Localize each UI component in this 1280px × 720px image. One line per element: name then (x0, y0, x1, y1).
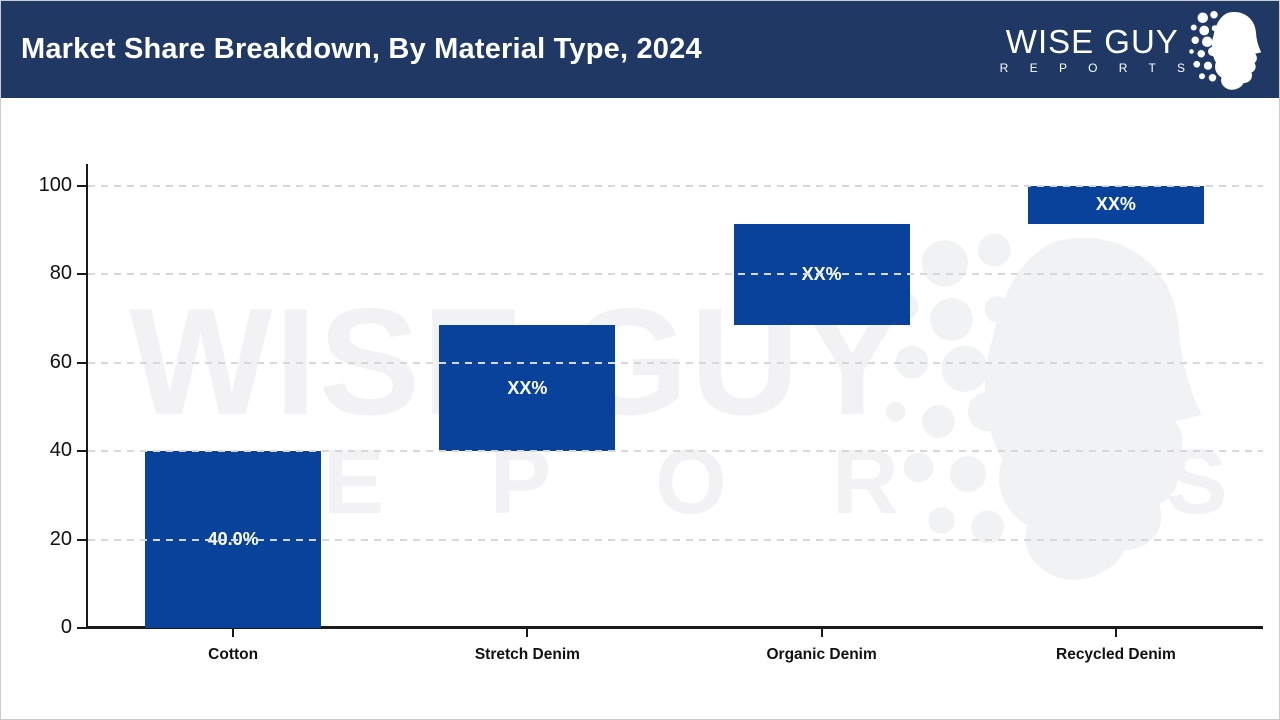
logo-brand-text: WISE GUY (1005, 23, 1179, 60)
gridline (88, 361, 1263, 364)
x-tick-mark (232, 628, 235, 637)
bar-value-label: XX% (507, 377, 548, 398)
y-tick-mark (77, 185, 86, 188)
y-tick-label: 20 (49, 527, 72, 550)
wiseguy-logo: WISE GUY R E P O R T S (1000, 8, 1265, 92)
chart-title: Market Share Breakdown, By Material Type… (21, 33, 702, 65)
y-tick-mark (77, 273, 86, 276)
bar-value-label: XX% (1095, 194, 1136, 215)
y-tick-label: 60 (49, 350, 72, 373)
x-tick-mark (820, 628, 823, 637)
logo-text: WISE GUY R E P O R T S (1000, 25, 1185, 74)
x-axis-line (86, 626, 1263, 629)
y-tick-label: 80 (49, 262, 72, 285)
logo-sub-text: R E P O R T S (999, 61, 1194, 75)
waterfall-bar: XX% (439, 325, 616, 452)
y-tick-label: 0 (60, 616, 72, 638)
y-axis-line (86, 164, 88, 628)
y-tick-mark (77, 450, 86, 453)
gridline (88, 538, 1263, 541)
y-tick-label: 40 (49, 439, 72, 462)
x-category-label: Recycled Denim (1056, 646, 1176, 663)
x-category-label: Stretch Denim (474, 646, 580, 663)
gridline (88, 273, 1263, 276)
x-tick-mark (1114, 628, 1117, 637)
gridline (88, 450, 1263, 453)
x-category-label: Organic Denim (766, 646, 877, 663)
header-bar: Market Share Breakdown, By Material Type… (1, 1, 1279, 98)
y-tick-mark (77, 627, 86, 629)
x-tick-mark (526, 628, 529, 637)
y-tick-mark (77, 538, 86, 541)
y-tick-mark (77, 361, 86, 364)
y-tick-label: 100 (38, 174, 72, 197)
wiseguy-face-icon (1189, 10, 1262, 90)
waterfall-bar: XX% (1027, 186, 1204, 224)
chart-area: WISE GUY R E P O R T S 02040608010040.0%… (1, 98, 1279, 719)
x-category-label: Cotton (208, 646, 259, 663)
gridline (88, 185, 1263, 188)
plot-area: 0 20 40 60 80 100 40.0% Cotton XX% Stretch Denim X… (39, 164, 1263, 663)
